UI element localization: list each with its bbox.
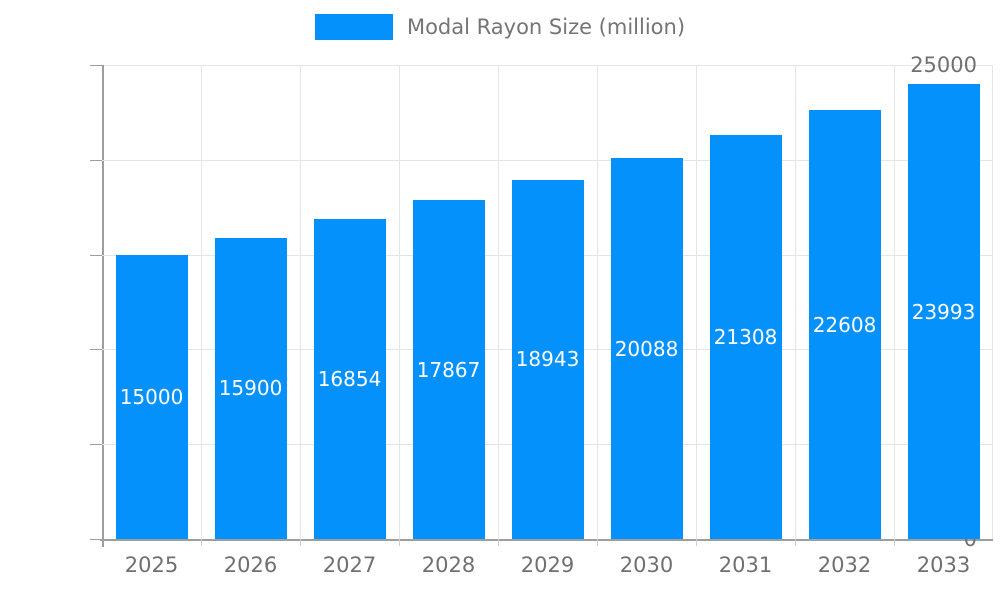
bar-2030[interactable]: 20088 <box>610 158 683 539</box>
bar-value-label: 22608 <box>812 312 877 337</box>
bar-value-label: 15000 <box>119 384 184 409</box>
bar-value-label: 20088 <box>614 336 679 361</box>
x-tick-label-2029: 2029 <box>520 553 575 577</box>
gridline-vertical <box>498 65 499 539</box>
plot-border-top <box>102 65 993 66</box>
x-tick-label-2031: 2031 <box>718 553 773 577</box>
bar-value-label: 21308 <box>713 325 778 349</box>
x-tick-mark <box>597 539 598 546</box>
legend[interactable]: Modal Rayon Size (million) <box>0 14 1000 40</box>
bar-2029[interactable]: 18943 <box>511 179 584 539</box>
x-tick-label-2030: 2030 <box>619 553 674 577</box>
bar-2026[interactable]: 15900 <box>214 237 287 539</box>
bar-value-label: 17867 <box>416 357 481 382</box>
gridline-vertical <box>300 65 301 539</box>
bar-value-label: 16854 <box>317 367 382 392</box>
x-tick-mark <box>399 539 400 546</box>
x-tick-label-2028: 2028 <box>421 553 476 577</box>
bar-value-label: 18943 <box>515 347 580 372</box>
x-tick-label-2032: 2032 <box>817 553 872 577</box>
x-tick-mark <box>498 539 499 546</box>
x-tick-mark <box>696 539 697 546</box>
gridline-vertical <box>795 65 796 539</box>
x-tick-label-2033: 2033 <box>916 553 971 577</box>
gridline-vertical <box>201 65 202 539</box>
bar-value-label: 15900 <box>218 376 283 401</box>
y-tick-mark <box>90 254 102 256</box>
x-tick-label-2025: 2025 <box>124 553 179 577</box>
y-tick-mark <box>90 65 102 66</box>
legend-swatch <box>314 14 393 40</box>
y-tick-label: 25000 <box>910 53 977 77</box>
legend-label: Modal Rayon Size (million) <box>406 15 686 39</box>
bar-value-label: 23993 <box>911 299 976 324</box>
gridline-horizontal <box>102 159 993 161</box>
gridline-vertical <box>597 65 598 539</box>
bar-2032[interactable]: 22608 <box>808 110 881 539</box>
gridline-vertical <box>894 65 895 539</box>
x-tick-label-2027: 2027 <box>322 553 377 577</box>
bar-2028[interactable]: 17867 <box>412 200 485 539</box>
x-tick-mark <box>300 539 301 546</box>
plot-border-right <box>992 65 993 539</box>
y-tick-mark <box>90 539 102 540</box>
x-tick-mark <box>795 539 796 546</box>
y-axis-line <box>102 65 104 547</box>
x-tick-mark <box>894 539 895 546</box>
gridline-vertical <box>399 65 400 539</box>
bar-2025[interactable]: 15000 <box>115 254 188 539</box>
bar-2033[interactable]: 23993 <box>907 84 980 539</box>
y-tick-mark <box>90 159 102 161</box>
y-tick-mark <box>90 349 102 351</box>
x-tick-mark <box>201 539 202 546</box>
bar-2027[interactable]: 16854 <box>313 219 386 539</box>
bar-2031[interactable]: 21308 <box>709 135 782 539</box>
x-axis-line <box>100 539 993 541</box>
y-tick-mark <box>90 444 102 446</box>
plot-area: 0500010000150002000025000150002025159002… <box>90 53 993 577</box>
gridline-vertical <box>696 65 697 539</box>
x-tick-label-2026: 2026 <box>223 553 278 577</box>
